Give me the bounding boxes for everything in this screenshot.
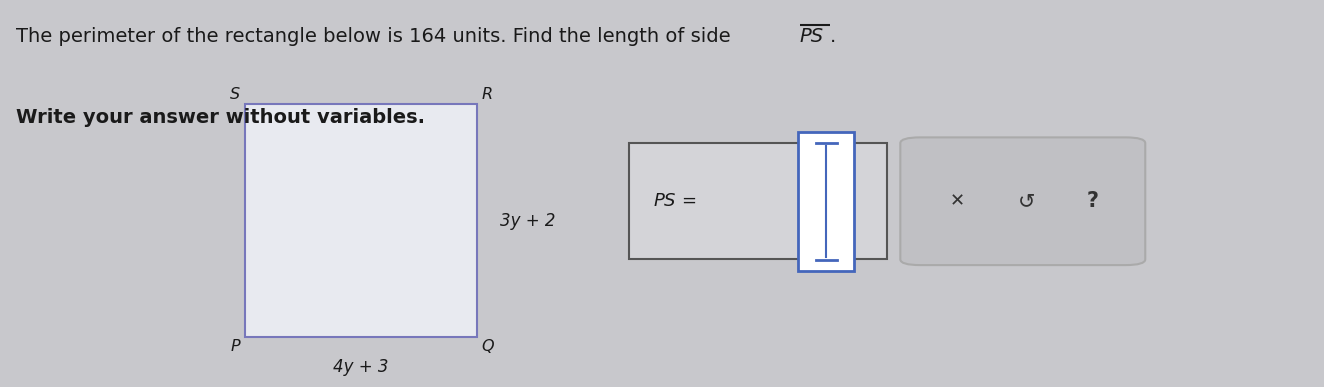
FancyBboxPatch shape xyxy=(900,137,1145,265)
Text: 3y + 2: 3y + 2 xyxy=(500,212,556,229)
Text: 4y + 3: 4y + 3 xyxy=(334,358,388,376)
Bar xyxy=(629,143,887,259)
Text: ?: ? xyxy=(1087,191,1099,211)
Text: Q: Q xyxy=(482,339,494,354)
Text: PS: PS xyxy=(800,27,824,46)
Text: S: S xyxy=(229,87,240,102)
Text: $\mathit{PS}$ =: $\mathit{PS}$ = xyxy=(653,192,696,210)
Bar xyxy=(245,104,477,337)
Bar xyxy=(798,132,854,271)
Text: R: R xyxy=(482,87,493,102)
Text: Write your answer without variables.: Write your answer without variables. xyxy=(16,108,425,127)
Text: The perimeter of the rectangle below is 164 units. Find the length of side: The perimeter of the rectangle below is … xyxy=(16,27,736,46)
Text: .: . xyxy=(830,27,837,46)
Text: ✕: ✕ xyxy=(949,192,965,210)
Text: ↺: ↺ xyxy=(1018,191,1035,211)
Text: P: P xyxy=(230,339,240,354)
